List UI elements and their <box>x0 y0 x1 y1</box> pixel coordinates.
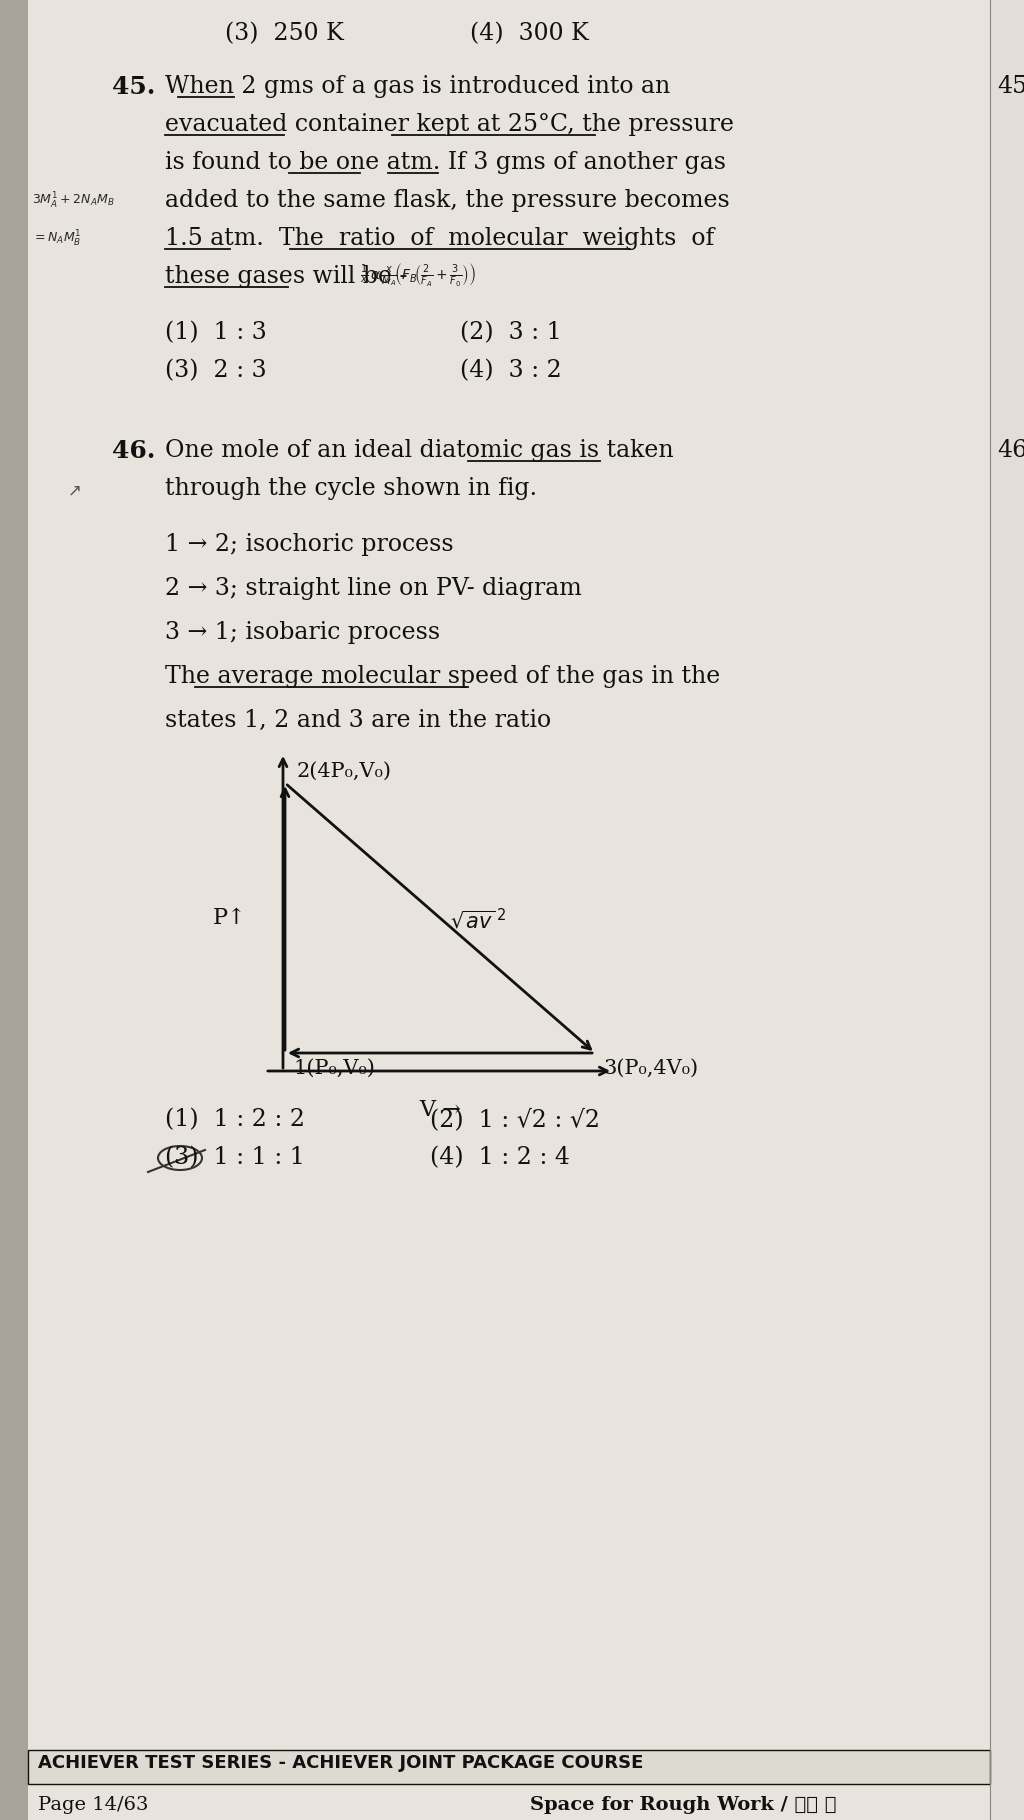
Text: is found to be one atm. If 3 gms of another gas: is found to be one atm. If 3 gms of anot… <box>165 151 726 175</box>
Text: $= N_AM_B^1$: $= N_AM_B^1$ <box>32 229 81 249</box>
Text: V →: V → <box>419 1099 461 1121</box>
Text: (2)  1 : √2 : √2: (2) 1 : √2 : √2 <box>430 1108 600 1130</box>
Text: these gases will be -: these gases will be - <box>165 266 408 288</box>
Text: states 1, 2 and 3 are in the ratio: states 1, 2 and 3 are in the ratio <box>165 710 551 732</box>
Text: $3M_A^1 + 2N_AM_B$: $3M_A^1 + 2N_AM_B$ <box>32 191 115 211</box>
Text: 2 → 3; straight line on PV- diagram: 2 → 3; straight line on PV- diagram <box>165 577 582 601</box>
Text: 46.: 46. <box>112 439 156 462</box>
Text: (3)  1 : 1 : 1: (3) 1 : 1 : 1 <box>165 1147 305 1168</box>
Text: Page 14/63: Page 14/63 <box>38 1796 148 1815</box>
Text: One mole of an ideal diatomic gas is taken: One mole of an ideal diatomic gas is tak… <box>165 439 674 462</box>
Text: The average molecular speed of the gas in the: The average molecular speed of the gas i… <box>165 664 720 688</box>
Text: (4)  300 K: (4) 300 K <box>470 22 589 46</box>
Text: (4)  1 : 2 : 4: (4) 1 : 2 : 4 <box>430 1147 570 1168</box>
Text: (3)  2 : 3: (3) 2 : 3 <box>165 359 266 382</box>
Text: When 2 gms of a gas is introduced into an: When 2 gms of a gas is introduced into a… <box>165 75 671 98</box>
Text: $\sqrt{av}^{\,2}$: $\sqrt{av}^{\,2}$ <box>450 908 506 934</box>
Text: 45: 45 <box>997 75 1024 98</box>
Text: through the cycle shown in fig.: through the cycle shown in fig. <box>165 477 538 501</box>
Text: (2)  3 : 1: (2) 3 : 1 <box>460 320 562 344</box>
Text: P↑: P↑ <box>213 906 247 928</box>
Text: 2(4P₀,V₀): 2(4P₀,V₀) <box>297 763 392 781</box>
Text: added to the same flask, the pressure becomes: added to the same flask, the pressure be… <box>165 189 730 211</box>
Text: ACHIEVER TEST SERIES - ACHIEVER JOINT PACKAGE COURSE: ACHIEVER TEST SERIES - ACHIEVER JOINT PA… <box>38 1754 643 1773</box>
Bar <box>0 0 28 1820</box>
Text: 46.: 46. <box>997 439 1024 462</box>
Text: 1.5 atm.  The  ratio  of  molecular  weights  of: 1.5 atm. The ratio of molecular weights … <box>165 228 715 249</box>
Text: 45.: 45. <box>112 75 156 98</box>
Bar <box>28 1751 990 1784</box>
Text: Space for Rough Work / रफ व: Space for Rough Work / रफ व <box>530 1796 837 1815</box>
Text: (3)  250 K: (3) 250 K <box>225 22 344 46</box>
Text: (4)  3 : 2: (4) 3 : 2 <box>460 359 562 382</box>
Text: $\frac{1}{x}\,\alpha\,\frac{x}{M_A}\!\left(F_B\!\left(\frac{2}{F_A}+\frac{3}{F_0: $\frac{1}{x}\,\alpha\,\frac{x}{M_A}\!\le… <box>360 260 476 288</box>
Text: 1(P₀,V₀): 1(P₀,V₀) <box>293 1059 375 1077</box>
Text: ↗: ↗ <box>68 480 82 499</box>
Text: (1)  1 : 2 : 2: (1) 1 : 2 : 2 <box>165 1108 305 1130</box>
Text: 1 → 2; isochoric process: 1 → 2; isochoric process <box>165 533 454 555</box>
Text: evacuated container kept at 25°C, the pressure: evacuated container kept at 25°C, the pr… <box>165 113 734 136</box>
Text: 3 → 1; isobaric process: 3 → 1; isobaric process <box>165 621 440 644</box>
Text: 3(P₀,4V₀): 3(P₀,4V₀) <box>603 1059 698 1077</box>
Text: (1)  1 : 3: (1) 1 : 3 <box>165 320 266 344</box>
